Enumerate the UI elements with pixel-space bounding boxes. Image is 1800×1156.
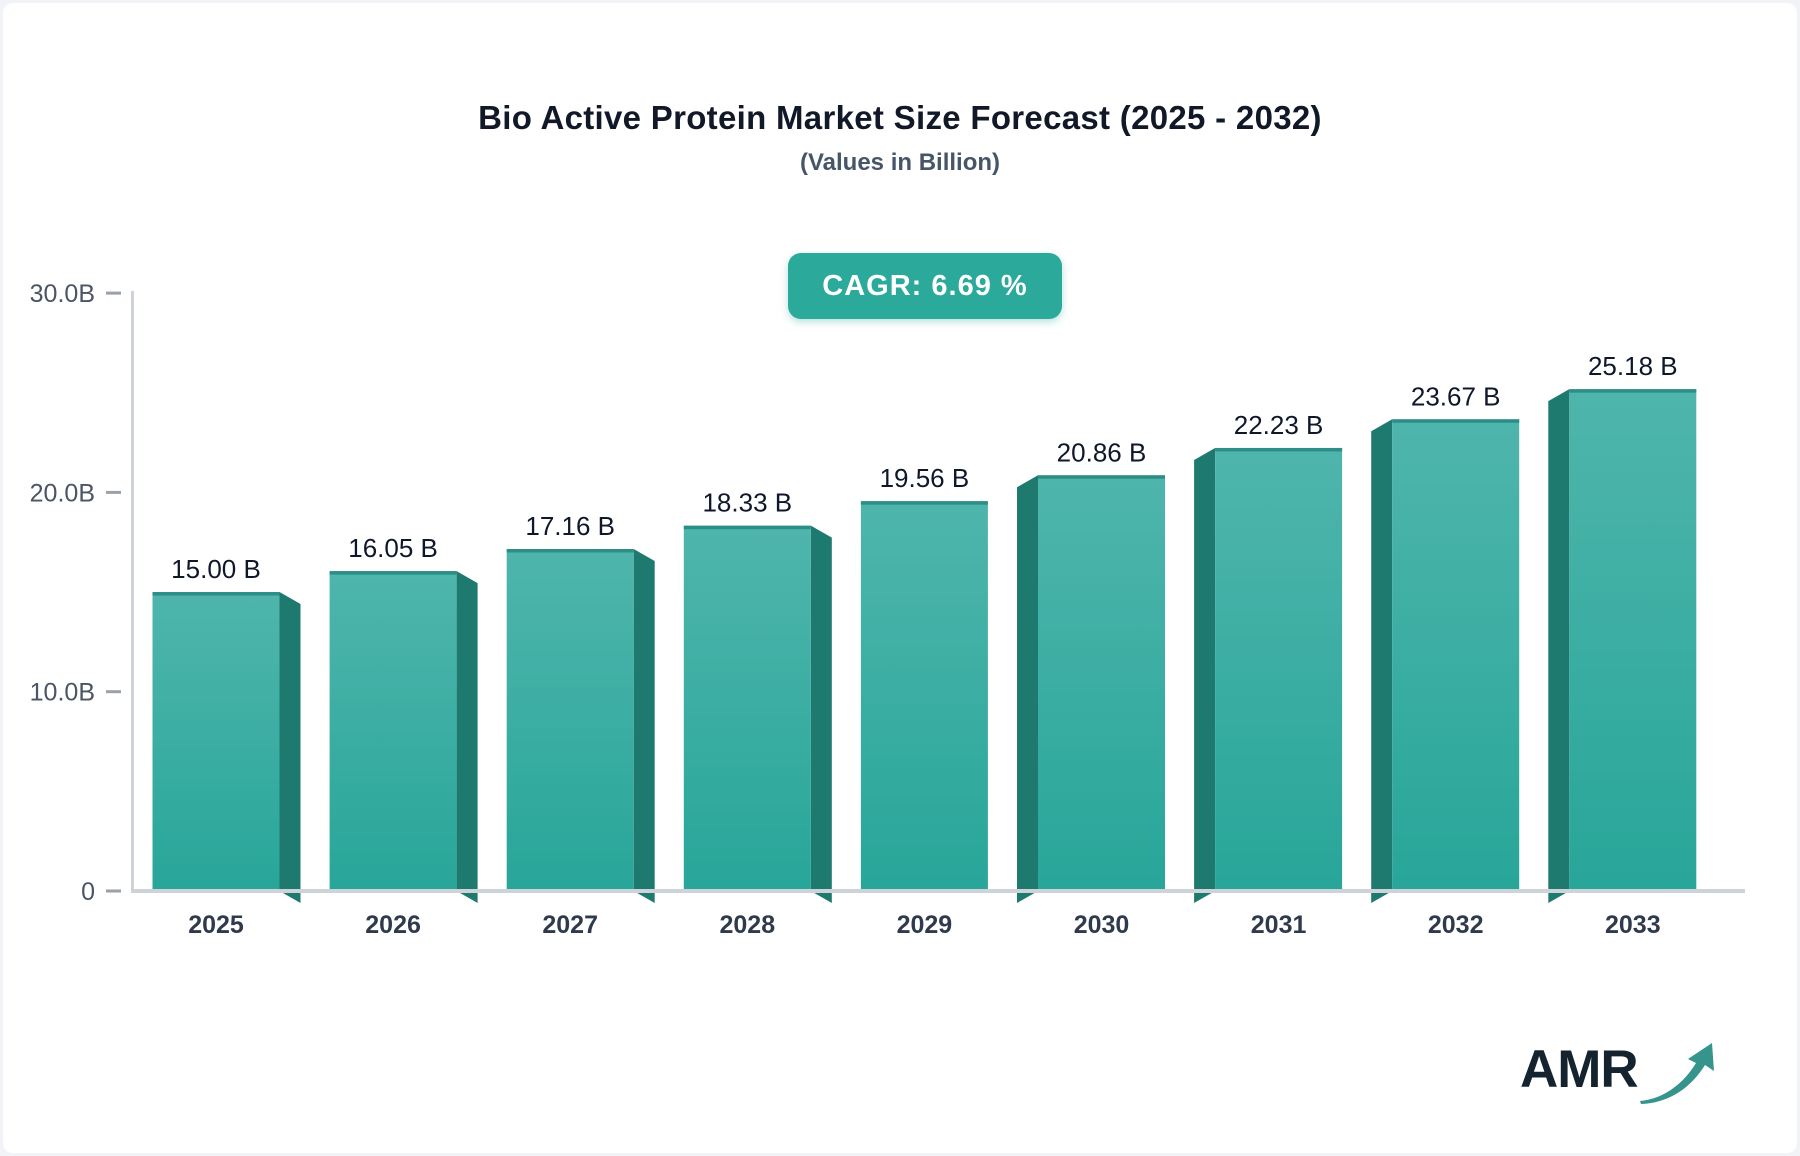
- bar-side-2026: [456, 571, 478, 903]
- x-tick-label: 2027: [542, 911, 598, 939]
- amr-logo: AMR: [1520, 1037, 1714, 1107]
- x-tick-label: 2026: [365, 911, 421, 939]
- x-tick-label: 2025: [188, 911, 244, 939]
- bar-2030: [1038, 475, 1165, 891]
- y-tick-mark: [106, 690, 121, 694]
- bar-2033: [1569, 389, 1697, 891]
- bar-2032: [1392, 419, 1520, 891]
- x-tick-label: 2031: [1251, 911, 1307, 939]
- bar-side-2028: [810, 525, 832, 903]
- bar-value-label: 18.33 B: [702, 488, 792, 518]
- x-tick-label: 2030: [1074, 911, 1130, 939]
- bar-top-edge-2026: [329, 571, 457, 575]
- bar-top-edge-2025: [152, 592, 280, 596]
- y-tick-label: 20.0B: [30, 479, 95, 507]
- y-tick-mark: [106, 889, 121, 893]
- y-tick-label: 30.0B: [30, 280, 95, 308]
- bar-value-label: 20.86 B: [1057, 437, 1147, 467]
- bar-side-2033: [1548, 389, 1570, 903]
- bar-top-edge-2029: [860, 501, 988, 505]
- bar-top-edge-2030: [1038, 475, 1165, 479]
- bar-value-label: 15.00 B: [171, 554, 261, 584]
- bar-2025: [152, 592, 280, 891]
- bar-2029: [860, 501, 988, 891]
- bar-side-2032: [1371, 419, 1393, 903]
- y-tick-label: 10.0B: [30, 679, 95, 707]
- chart-title: Bio Active Protein Market Size Forecast …: [478, 99, 1322, 136]
- bar-side-2027: [633, 549, 655, 903]
- x-tick-label: 2032: [1428, 911, 1484, 939]
- growth-arrow-icon: [1640, 1043, 1714, 1104]
- bar-value-label: 25.18 B: [1588, 351, 1678, 381]
- chart-card: Bio Active Protein Market Size Forecast …: [3, 3, 1797, 1153]
- x-tick-label: 2028: [719, 911, 775, 939]
- cagr-badge-label: CAGR: 6.69 %: [822, 269, 1028, 302]
- bar-top-edge-2028: [683, 525, 811, 530]
- bar-side-2025: [279, 592, 301, 903]
- bar-2026: [329, 571, 457, 891]
- bar-side-2030: [1017, 475, 1038, 903]
- bar-value-label: 17.16 B: [525, 511, 615, 541]
- bar-top-edge-2027: [506, 549, 634, 553]
- x-tick-label: 2029: [897, 911, 953, 939]
- bar-2028: [683, 525, 811, 891]
- bar-2031: [1215, 447, 1343, 891]
- bar-chart-plot: 0 10.0B 20.0B 30.0B 15.00 B 2025 16.05 B 2026 17…: [30, 280, 1745, 939]
- bar-value-label: 19.56 B: [880, 463, 970, 493]
- bar-value-label: 22.23 B: [1234, 410, 1324, 440]
- bar-top-edge-2032: [1392, 419, 1520, 423]
- amr-logo-text: AMR: [1520, 1040, 1639, 1099]
- cagr-badge: CAGR: 6.69 %: [788, 253, 1062, 319]
- x-tick-label: 2033: [1605, 911, 1661, 939]
- bar-top-edge-2033: [1569, 389, 1697, 393]
- bar-side-2031: [1194, 447, 1216, 903]
- chart-subtitle: (Values in Billion): [799, 149, 1001, 176]
- y-axis-line: [131, 291, 134, 893]
- bar-value-label: 16.05 B: [348, 533, 438, 563]
- y-tick-mark: [106, 291, 121, 295]
- y-tick-label: 0: [81, 878, 95, 906]
- bar-top-edge-2031: [1215, 447, 1343, 452]
- x-axis-line: [131, 889, 1745, 893]
- bar-value-label: 23.67 B: [1411, 381, 1501, 411]
- y-tick-mark: [106, 490, 121, 494]
- bar-2027: [506, 549, 634, 891]
